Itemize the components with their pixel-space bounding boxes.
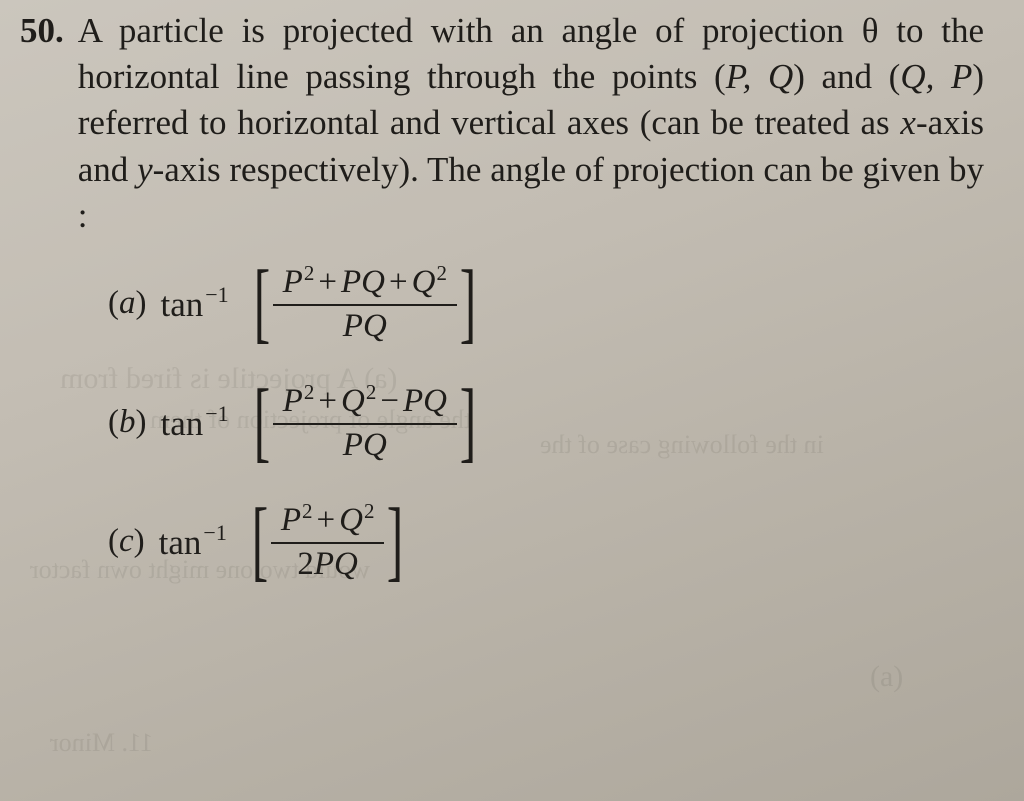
fraction-bar: [273, 304, 457, 306]
bracket-fraction-b: [ P2+Q2−PQ PQ ]: [247, 380, 483, 465]
fraction-c: P2+Q2 2PQ: [271, 499, 385, 584]
func-name: tan: [159, 523, 202, 562]
option-a: a tan−1 [ P2+PQ+Q2 PQ ]: [108, 261, 984, 346]
question-part: ) and (: [793, 57, 900, 96]
denominator: 2PQ: [287, 546, 368, 584]
inverse-exp: −1: [205, 282, 228, 307]
numerator: P2+Q2−PQ: [273, 380, 457, 421]
right-bracket-icon: ]: [387, 503, 403, 580]
fraction-bar: [273, 423, 457, 425]
fraction-bar: [271, 542, 385, 544]
pq-pair: P, Q: [726, 57, 794, 96]
question-text: A particle is projected with an angle of…: [78, 8, 984, 239]
option-b: b tan−1 [ P2+Q2−PQ PQ ]: [108, 380, 984, 465]
qp-pair: Q, P: [900, 57, 972, 96]
right-bracket-icon: ]: [460, 384, 476, 461]
option-label-a: a: [108, 285, 147, 322]
options-block: a tan−1 [ P2+PQ+Q2 PQ ] b tan−1: [108, 261, 984, 584]
option-label-c: c: [108, 523, 145, 560]
option-label-b: b: [108, 404, 147, 441]
bracket-fraction-c: [ P2+Q2 2PQ ]: [245, 499, 411, 584]
option-c: c tan−1 [ P2+Q2 2PQ ]: [108, 499, 984, 584]
y-var: y: [137, 150, 153, 189]
tan-func: tan−1: [161, 282, 229, 325]
ghost-line: 11. Minor: [50, 728, 153, 758]
numerator: P2+Q2: [271, 499, 385, 540]
fraction-a: P2+PQ+Q2 PQ: [273, 261, 457, 346]
func-name: tan: [161, 404, 204, 443]
theta-symbol: θ: [862, 11, 879, 50]
left-bracket-icon: [: [252, 503, 268, 580]
denominator: PQ: [333, 427, 397, 465]
fraction-b: P2+Q2−PQ PQ: [273, 380, 457, 465]
right-bracket-icon: ]: [460, 265, 476, 342]
inverse-exp: −1: [205, 401, 228, 426]
question-part: -axis respectively). The angle of projec…: [78, 150, 984, 235]
left-bracket-icon: [: [253, 384, 269, 461]
question-number: 50.: [20, 8, 64, 52]
tan-func: tan−1: [161, 401, 229, 444]
func-name: tan: [161, 285, 204, 324]
page: (a) A projectile is fired from the angle…: [0, 0, 1024, 801]
x-var: x: [900, 103, 916, 142]
ghost-line: (a): [870, 660, 903, 694]
question-block: 50. A particle is projected with an angl…: [20, 8, 984, 239]
inverse-exp: −1: [203, 520, 226, 545]
bracket-fraction-a: [ P2+PQ+Q2 PQ ]: [247, 261, 483, 346]
left-bracket-icon: [: [253, 265, 269, 342]
tan-func: tan−1: [159, 520, 227, 563]
question-part: A particle is projected with an angle of…: [78, 11, 844, 50]
denominator: PQ: [333, 308, 397, 346]
numerator: P2+PQ+Q2: [273, 261, 457, 302]
